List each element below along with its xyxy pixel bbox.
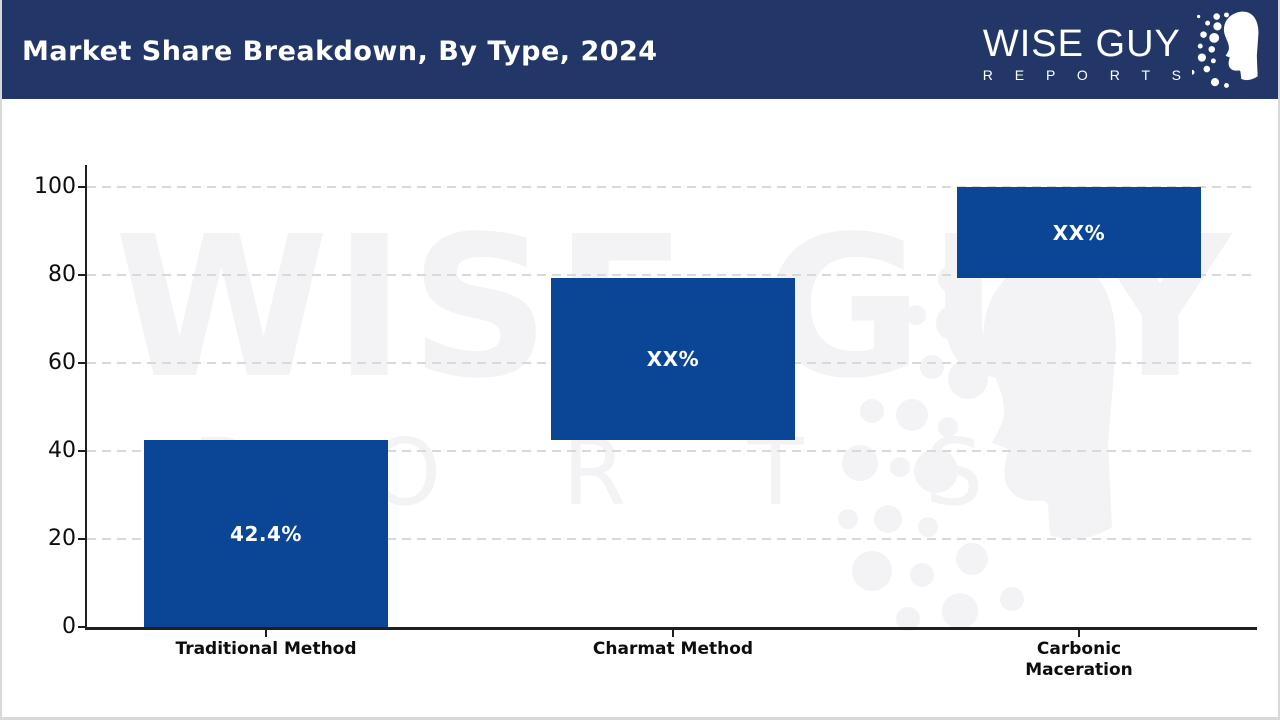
wiseguy-face-icon xyxy=(1192,11,1259,88)
x-tick-label-3: Carbonic Maceration xyxy=(1025,639,1133,680)
logo-subtext: R E P O R T S xyxy=(982,67,1190,83)
y-tick-label-100: 100 xyxy=(34,174,76,199)
gridline-80 xyxy=(87,274,1257,276)
y-axis-line xyxy=(85,165,87,629)
y-tick-mark-20 xyxy=(78,538,86,540)
bar-value-label: 42.4% xyxy=(230,521,302,546)
y-tick-label-20: 20 xyxy=(48,526,76,551)
bar-charmat-method: XX% xyxy=(551,278,795,441)
y-tick-mark-40 xyxy=(78,450,86,452)
bar-carbonic: XX% xyxy=(957,187,1201,279)
y-tick-mark-60 xyxy=(78,362,86,364)
y-tick-label-80: 80 xyxy=(48,262,76,287)
x-tick-mark-3 xyxy=(1078,630,1080,637)
chart-title: Market Share Breakdown, By Type, 2024 xyxy=(22,36,658,67)
x-tick-label-2: Charmat Method xyxy=(592,639,754,659)
gridline-40 xyxy=(87,450,1257,452)
y-tick-mark-100 xyxy=(78,186,86,188)
logo-wordmark: WISE GUY xyxy=(982,23,1181,65)
y-tick-mark-0 xyxy=(78,626,86,628)
x-tick-mark-2 xyxy=(672,630,674,637)
x-tick-label-1: Traditional Method xyxy=(175,639,357,659)
bar-value-label: XX% xyxy=(1052,220,1106,245)
bar-value-label: XX% xyxy=(646,347,700,372)
y-tick-label-0: 0 xyxy=(62,614,76,639)
y-tick-mark-80 xyxy=(78,274,86,276)
y-tick-label-40: 40 xyxy=(48,438,76,463)
brand-logo: WISE GUY R E P O R T S xyxy=(983,6,1270,96)
y-tick-label-60: 60 xyxy=(48,350,76,375)
watermark-face-icon xyxy=(838,255,1116,631)
x-tick-mark-1 xyxy=(265,630,267,637)
x-axis-line xyxy=(85,627,1257,630)
gridline-100 xyxy=(87,186,1257,188)
gridline-20 xyxy=(87,538,1257,540)
header-bar: Market Share Breakdown, By Type, 2024 WI… xyxy=(2,0,1278,99)
bar-traditional-method: 42.4% xyxy=(144,440,388,627)
